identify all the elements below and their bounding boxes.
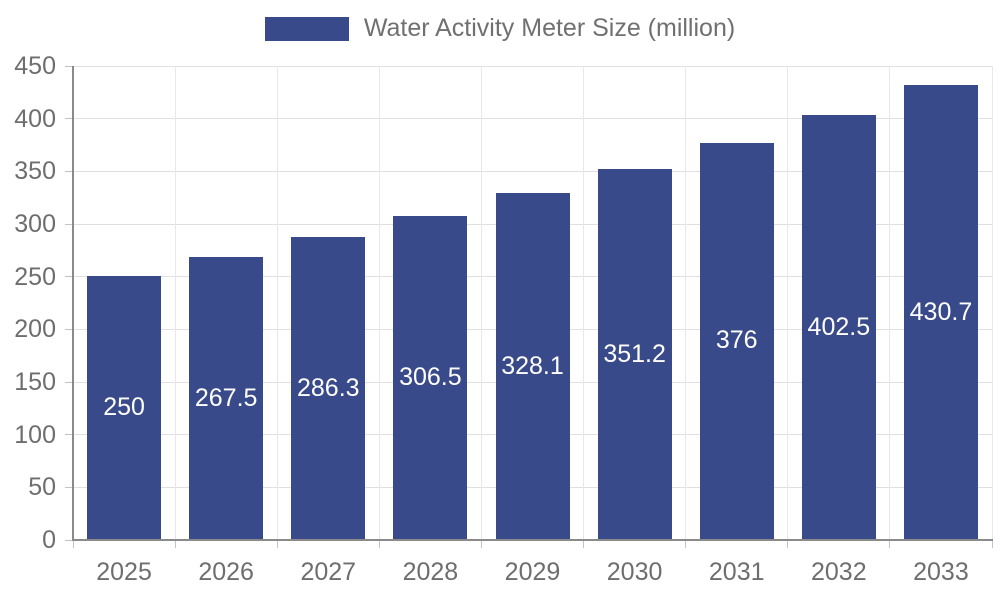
x-axis-tick — [378, 540, 380, 548]
bar-value-label: 250 — [103, 392, 145, 421]
y-axis-tick — [65, 434, 73, 436]
x-axis-label: 2031 — [708, 558, 765, 586]
legend[interactable]: Water Activity Meter Size (million) — [0, 16, 1000, 41]
h-gridline — [73, 170, 992, 172]
bar[interactable]: 286.3 — [291, 237, 366, 539]
y-axis-label: 200 — [14, 315, 56, 344]
y-axis-label: 150 — [14, 368, 56, 396]
x-axis-tick — [174, 540, 176, 548]
x-axis-tick — [991, 540, 993, 548]
x-axis-label: 2029 — [504, 558, 561, 586]
y-axis-label: 400 — [14, 104, 56, 133]
v-gridline — [174, 66, 176, 540]
x-axis-tick — [583, 540, 585, 548]
v-gridline — [991, 66, 993, 540]
y-axis-tick — [65, 65, 73, 67]
bar[interactable]: 376 — [699, 142, 774, 539]
v-gridline — [480, 66, 482, 540]
x-axis-tick — [276, 540, 278, 548]
bar-value-label: 376 — [715, 326, 758, 355]
bar-value-label: 306.5 — [399, 363, 462, 392]
y-axis-label: 450 — [14, 52, 56, 80]
x-axis-label: 2027 — [300, 558, 357, 586]
y-axis-label: 50 — [28, 473, 56, 502]
y-axis-tick — [65, 539, 73, 541]
x-axis-label: 2025 — [96, 558, 152, 586]
y-axis-label: 100 — [14, 420, 56, 449]
legend-swatch — [264, 16, 349, 41]
x-axis-line — [72, 539, 993, 541]
y-axis-label: 250 — [14, 262, 56, 291]
y-axis-tick — [65, 223, 73, 225]
bar[interactable]: 267.5 — [189, 257, 264, 539]
bar[interactable]: 306.5 — [393, 216, 468, 539]
y-axis-tick — [65, 118, 73, 120]
v-gridline — [583, 66, 585, 540]
x-axis-tick — [889, 540, 891, 548]
x-axis-tick — [787, 540, 789, 548]
x-axis-tick — [72, 540, 74, 548]
x-axis-tick — [685, 540, 687, 548]
v-gridline — [889, 66, 891, 540]
y-axis-label: 350 — [14, 157, 56, 186]
bar-value-label: 286.3 — [296, 373, 360, 402]
bar-value-label: 430.7 — [909, 297, 973, 326]
bar-value-label: 267.5 — [194, 383, 258, 412]
bar[interactable]: 250 — [87, 275, 162, 539]
y-axis-tick — [65, 170, 73, 172]
h-gridline — [73, 118, 992, 120]
bar-value-label: 328.1 — [501, 351, 564, 380]
y-axis-tick — [65, 276, 73, 278]
x-axis-label: 2026 — [198, 558, 254, 586]
y-axis-tick — [65, 381, 73, 383]
bar[interactable]: 328.1 — [495, 193, 570, 539]
v-gridline — [787, 66, 789, 540]
bar-value-label: 402.5 — [807, 312, 871, 341]
x-axis-label: 2032 — [811, 558, 867, 586]
bar-value-label: 351.2 — [603, 339, 666, 368]
x-axis-label: 2030 — [606, 558, 663, 586]
v-gridline — [276, 66, 278, 540]
y-axis-line — [72, 66, 74, 541]
bar[interactable]: 402.5 — [801, 115, 876, 539]
y-axis-tick — [65, 486, 73, 488]
bar[interactable]: 351.2 — [597, 169, 672, 539]
y-axis-label: 0 — [42, 526, 56, 554]
v-gridline — [378, 66, 380, 540]
y-axis-label: 300 — [14, 210, 56, 238]
h-gridline — [73, 65, 992, 67]
v-gridline — [685, 66, 687, 540]
x-axis-tick — [480, 540, 482, 548]
y-axis-tick — [65, 328, 73, 330]
x-axis-label: 2028 — [402, 558, 459, 586]
legend-label: Water Activity Meter Size (million) — [363, 14, 736, 42]
bar[interactable]: 430.7 — [903, 85, 978, 539]
x-axis-label: 2033 — [913, 558, 969, 586]
